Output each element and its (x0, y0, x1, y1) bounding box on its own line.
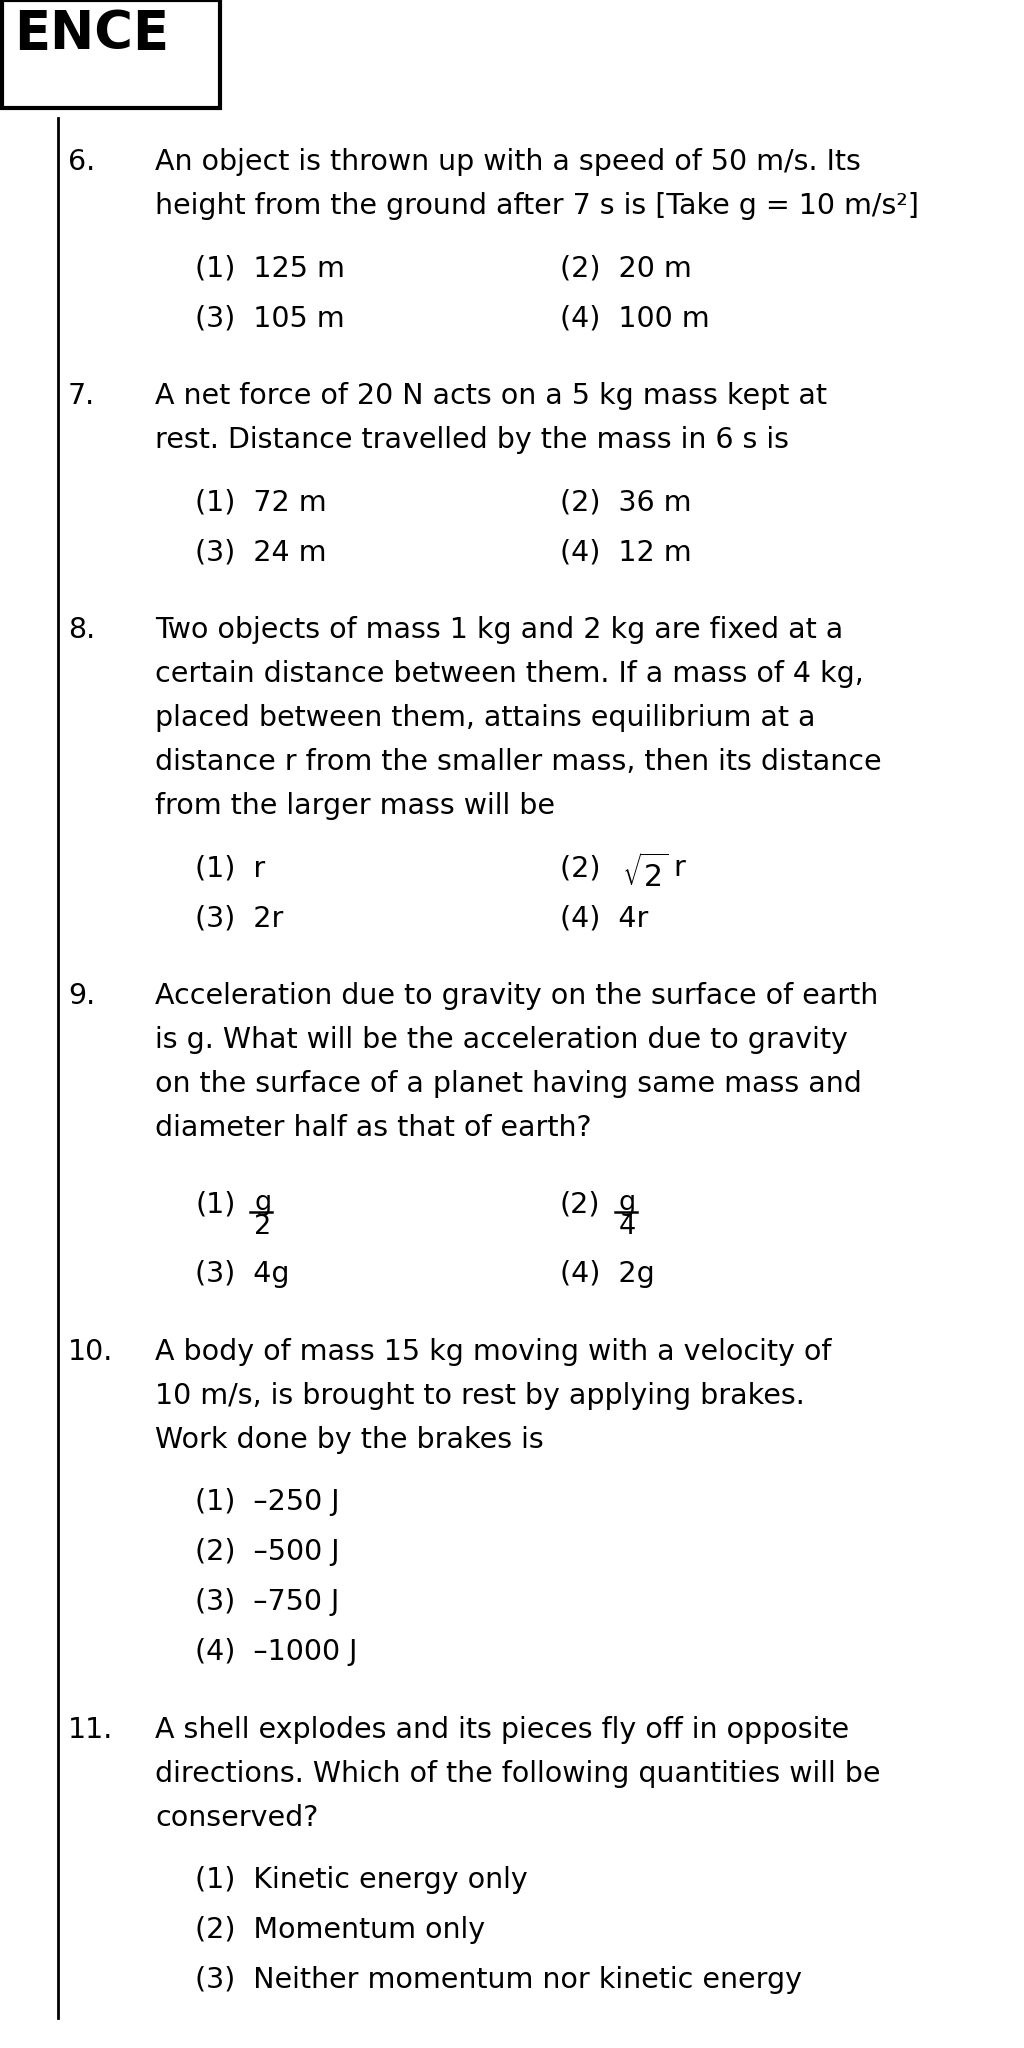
Text: rest. Distance travelled by the mass in 6 s is: rest. Distance travelled by the mass in … (155, 426, 790, 455)
Text: 10.: 10. (68, 1337, 114, 1366)
Text: A net force of 20 N acts on a 5 kg mass kept at: A net force of 20 N acts on a 5 kg mass … (155, 383, 827, 410)
Text: A shell explodes and its pieces fly off in opposite: A shell explodes and its pieces fly off … (155, 1716, 849, 1745)
Text: 9.: 9. (68, 981, 95, 1010)
Text: (2): (2) (560, 854, 618, 883)
Text: from the larger mass will be: from the larger mass will be (155, 793, 555, 819)
Text: 11.: 11. (68, 1716, 114, 1745)
Text: g: g (254, 1190, 271, 1217)
Text: (1)  –250 J: (1) –250 J (195, 1489, 340, 1516)
Text: (3)  105 m: (3) 105 m (195, 303, 345, 332)
Text: (4)  2g: (4) 2g (560, 1260, 654, 1288)
Text: (1)  72 m: (1) 72 m (195, 487, 327, 516)
Text: is g. What will be the acceleration due to gravity: is g. What will be the acceleration due … (155, 1026, 848, 1055)
Text: $\sqrt{2}$: $\sqrt{2}$ (622, 854, 669, 893)
Text: diameter half as that of earth?: diameter half as that of earth? (155, 1114, 592, 1143)
Text: distance r from the smaller mass, then its distance: distance r from the smaller mass, then i… (155, 748, 882, 776)
Text: (4)  –1000 J: (4) –1000 J (195, 1638, 357, 1665)
Text: (3)  Neither momentum nor kinetic energy: (3) Neither momentum nor kinetic energy (195, 1966, 802, 1995)
Text: Work done by the brakes is: Work done by the brakes is (155, 1425, 544, 1454)
Text: (2)  20 m: (2) 20 m (560, 254, 692, 283)
Text: (4)  100 m: (4) 100 m (560, 303, 710, 332)
Text: conserved?: conserved? (155, 1804, 318, 1833)
Text: (1)  r: (1) r (195, 854, 265, 883)
Text: 7.: 7. (68, 383, 95, 410)
Text: Acceleration due to gravity on the surface of earth: Acceleration due to gravity on the surfa… (155, 981, 879, 1010)
Text: An object is thrown up with a speed of 50 m/s. Its: An object is thrown up with a speed of 5… (155, 147, 861, 176)
Text: Two objects of mass 1 kg and 2 kg are fixed at a: Two objects of mass 1 kg and 2 kg are fi… (155, 616, 843, 643)
Text: (1)  125 m: (1) 125 m (195, 254, 345, 283)
Text: (2)  Momentum only: (2) Momentum only (195, 1917, 485, 1944)
Text: height from the ground after 7 s is [Take g = 10 m/s²]: height from the ground after 7 s is [Tak… (155, 193, 919, 219)
Text: 4: 4 (618, 1214, 636, 1239)
Text: (3)  4g: (3) 4g (195, 1260, 290, 1288)
Text: (2)  –500 J: (2) –500 J (195, 1538, 340, 1567)
Text: (2): (2) (560, 1190, 600, 1219)
Text: r: r (665, 854, 686, 883)
Text: (4)  4r: (4) 4r (560, 903, 648, 932)
Text: (3)  2r: (3) 2r (195, 903, 284, 932)
Text: 8.: 8. (68, 616, 95, 643)
Text: directions. Which of the following quantities will be: directions. Which of the following quant… (155, 1759, 881, 1788)
Text: (4)  12 m: (4) 12 m (560, 539, 691, 565)
Text: ENCE: ENCE (14, 8, 169, 59)
Text: 10 m/s, is brought to rest by applying brakes.: 10 m/s, is brought to rest by applying b… (155, 1382, 805, 1409)
Text: 2: 2 (254, 1214, 271, 1239)
Text: g: g (618, 1190, 636, 1217)
Text: on the surface of a planet having same mass and: on the surface of a planet having same m… (155, 1069, 862, 1098)
Text: certain distance between them. If a mass of 4 kg,: certain distance between them. If a mass… (155, 659, 864, 688)
Text: placed between them, attains equilibrium at a: placed between them, attains equilibrium… (155, 705, 815, 731)
Text: A body of mass 15 kg moving with a velocity of: A body of mass 15 kg moving with a veloc… (155, 1337, 831, 1366)
Text: (1): (1) (195, 1190, 236, 1219)
Text: (3)  –750 J: (3) –750 J (195, 1587, 339, 1616)
Text: (3)  24 m: (3) 24 m (195, 539, 327, 565)
Text: 6.: 6. (68, 147, 95, 176)
FancyBboxPatch shape (2, 0, 220, 109)
Text: (2)  36 m: (2) 36 m (560, 487, 691, 516)
Text: (1)  Kinetic energy only: (1) Kinetic energy only (195, 1866, 527, 1894)
